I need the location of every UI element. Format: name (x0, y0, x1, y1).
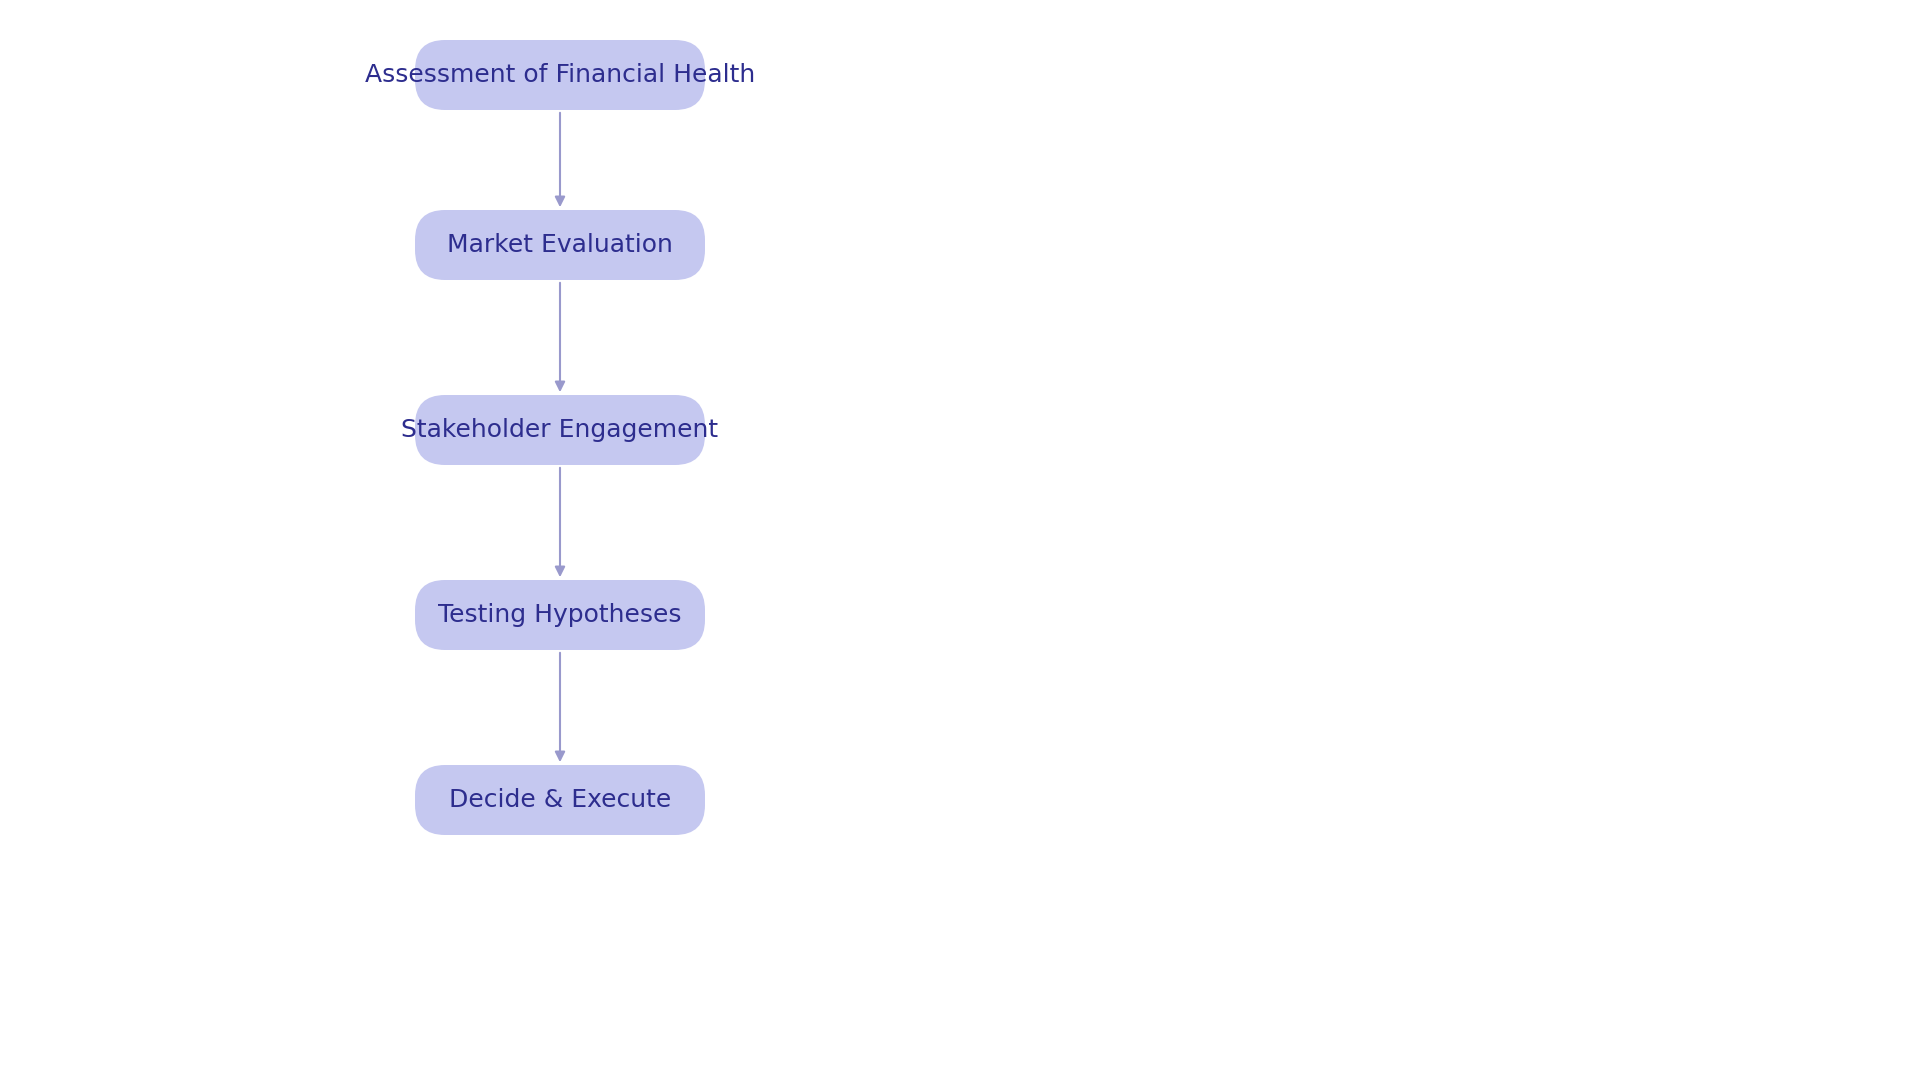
Text: Decide & Execute: Decide & Execute (449, 788, 672, 812)
FancyBboxPatch shape (415, 580, 705, 650)
Text: Market Evaluation: Market Evaluation (447, 233, 672, 257)
FancyBboxPatch shape (415, 765, 705, 835)
FancyBboxPatch shape (415, 210, 705, 280)
FancyBboxPatch shape (415, 395, 705, 465)
Text: Stakeholder Engagement: Stakeholder Engagement (401, 418, 718, 442)
Text: Testing Hypotheses: Testing Hypotheses (438, 603, 682, 627)
FancyBboxPatch shape (415, 40, 705, 110)
Text: Assessment of Financial Health: Assessment of Financial Health (365, 63, 755, 87)
